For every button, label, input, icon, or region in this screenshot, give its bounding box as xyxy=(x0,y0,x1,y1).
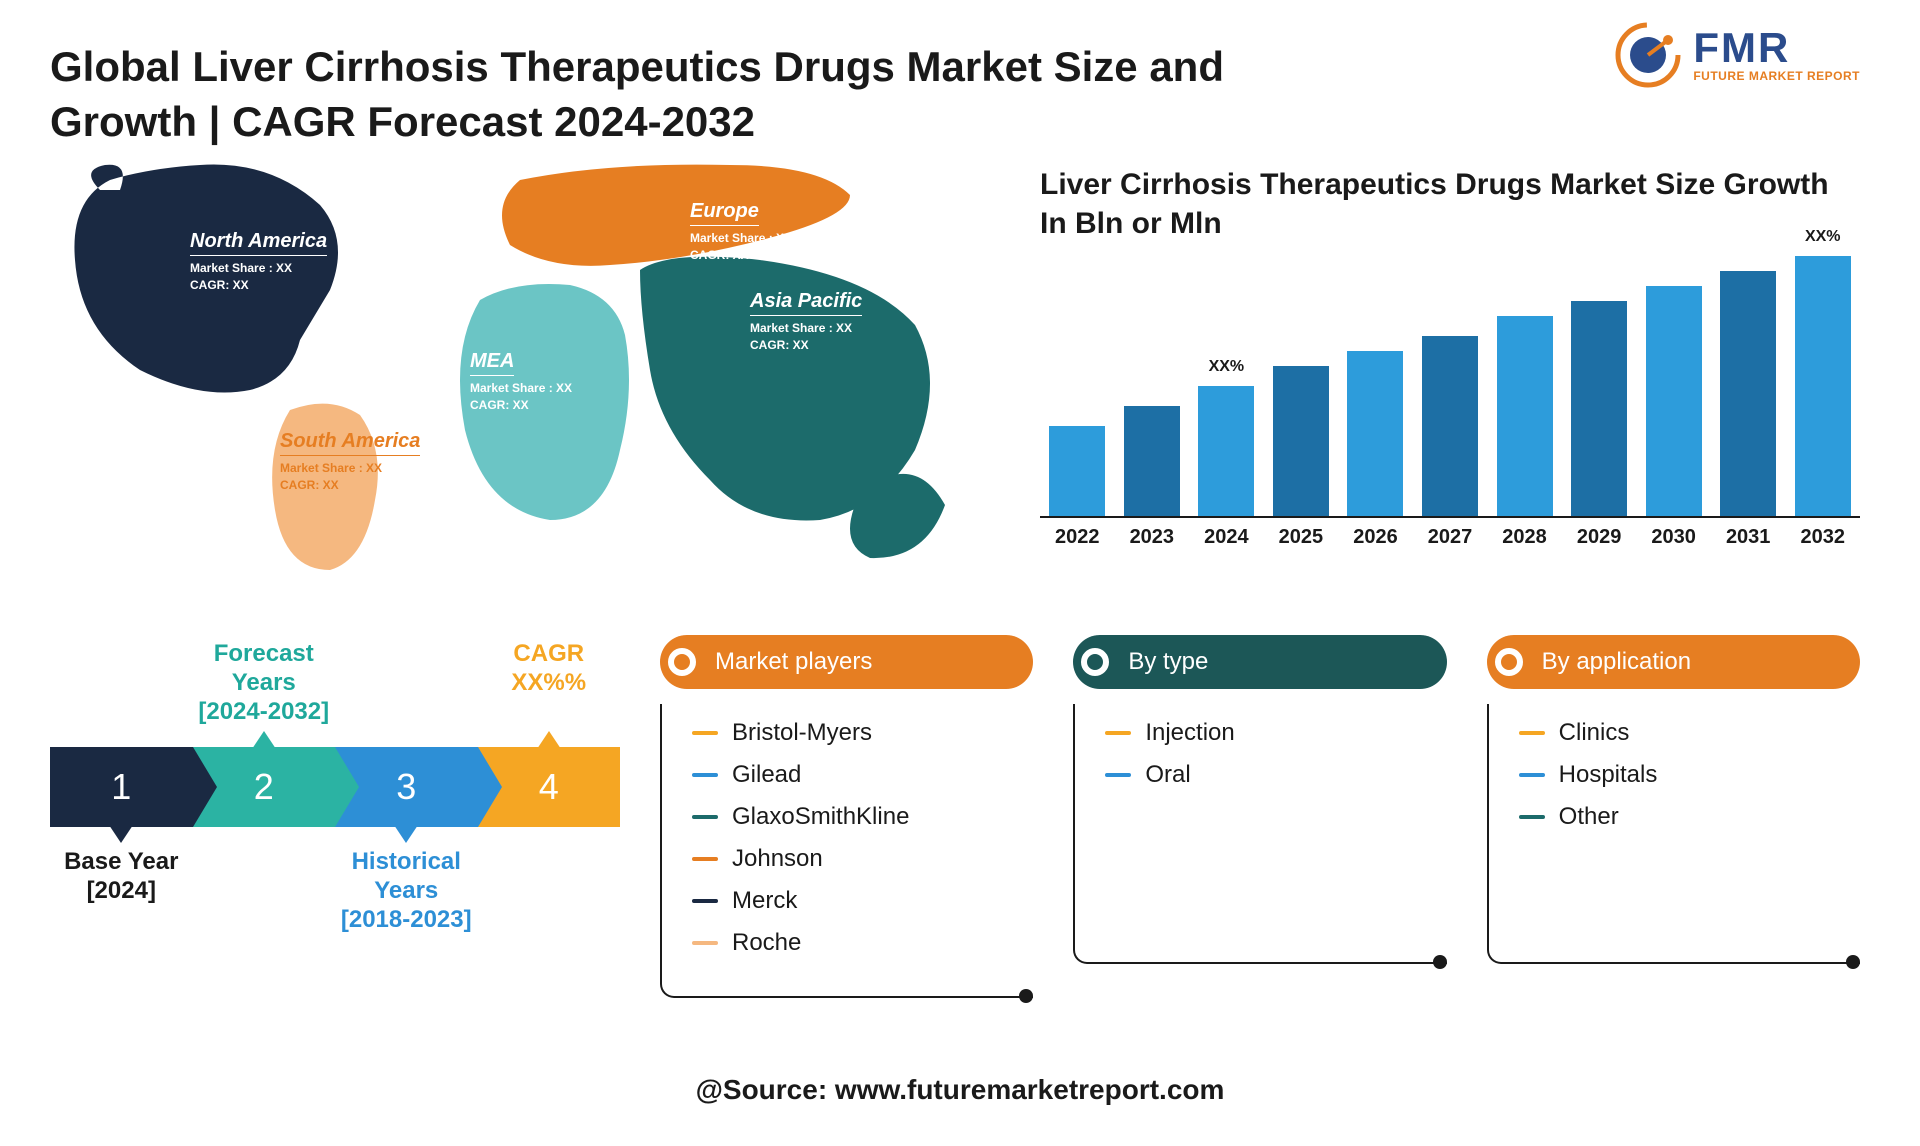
category-columns: Market players Bristol-Myers Gilead GlaxoSm… xyxy=(660,635,1860,998)
category-column: By type Injection Oral xyxy=(1073,635,1446,998)
list-item: Other xyxy=(1519,803,1840,831)
list-item: GlaxoSmithKline xyxy=(692,803,1013,831)
list-item: Merck xyxy=(692,887,1013,915)
base-year-label: Base Year [2024] xyxy=(50,848,193,934)
list-item: Injection xyxy=(1105,719,1426,747)
tick-icon xyxy=(692,815,718,819)
x-axis-label: 2029 xyxy=(1567,526,1632,549)
cagr-label: CAGR XX%% xyxy=(478,640,621,726)
category-list: Bristol-Myers Gilead GlaxoSmithKline Johnso… xyxy=(660,704,1033,998)
bar-annotation: XX% xyxy=(1209,358,1245,376)
chart-bar xyxy=(1720,271,1776,516)
chart-bar xyxy=(1422,336,1478,516)
list-item: Johnson xyxy=(692,845,1013,873)
list-item: Clinics xyxy=(1519,719,1840,747)
region-europe: Europe Market Share : XX CAGR: XX xyxy=(690,200,792,264)
list-item: Hospitals xyxy=(1519,761,1840,789)
chart-bar xyxy=(1497,316,1553,516)
tick-icon xyxy=(692,941,718,945)
list-item-label: Gilead xyxy=(732,761,801,789)
x-axis-label: 2027 xyxy=(1418,526,1483,549)
fmr-logo: FMR FUTURE MARKET REPORT xyxy=(1613,20,1860,90)
list-item-label: Johnson xyxy=(732,845,823,873)
x-axis-label: 2032 xyxy=(1790,526,1855,549)
list-item-label: Hospitals xyxy=(1559,761,1658,789)
x-axis-label: 2031 xyxy=(1716,526,1781,549)
list-item-label: Other xyxy=(1559,803,1619,831)
tick-icon xyxy=(1105,731,1131,735)
tick-icon xyxy=(1105,773,1131,777)
bar-chart-title: Liver Cirrhosis Therapeutics Drugs Marke… xyxy=(1040,165,1860,243)
list-item-label: Bristol-Myers xyxy=(732,719,872,747)
list-item: Roche xyxy=(692,929,1013,957)
list-item-label: Oral xyxy=(1145,761,1190,789)
tick-icon xyxy=(1519,731,1545,735)
source-attribution: @Source: www.futuremarketreport.com xyxy=(696,1074,1225,1106)
region-mea: MEA Market Share : XX CAGR: XX xyxy=(470,350,572,414)
chart-bar xyxy=(1198,386,1254,516)
list-item-label: Roche xyxy=(732,929,801,957)
triangle-down-icon xyxy=(109,825,133,843)
list-item-label: GlaxoSmithKline xyxy=(732,803,909,831)
chart-bar xyxy=(1571,301,1627,516)
tick-icon xyxy=(692,899,718,903)
bar-annotation: XX% xyxy=(1805,228,1841,246)
chart-bar xyxy=(1646,286,1702,516)
bar-chart-bars: XX%XX% xyxy=(1040,258,1860,518)
list-item: Oral xyxy=(1105,761,1426,789)
region-asia-pacific: Asia Pacific Market Share : XX CAGR: XX xyxy=(750,290,862,354)
category-column: Market players Bristol-Myers Gilead GlaxoSm… xyxy=(660,635,1033,998)
category-header: Market players xyxy=(660,635,1033,689)
chart-bar xyxy=(1273,366,1329,516)
category-header: By type xyxy=(1073,635,1446,689)
category-header: By application xyxy=(1487,635,1860,689)
category-column: By application Clinics Hospitals Other xyxy=(1487,635,1860,998)
tick-icon xyxy=(692,731,718,735)
chart-bar xyxy=(1795,256,1851,516)
tick-icon xyxy=(692,857,718,861)
x-axis-label: 2023 xyxy=(1120,526,1185,549)
world-map: North America Market Share : XX CAGR: XX… xyxy=(50,150,970,580)
triangle-down-icon xyxy=(394,825,418,843)
timeline-bar: 1 2 3 4 xyxy=(50,747,620,827)
tick-icon xyxy=(1519,815,1545,819)
logo-text-sub: FUTURE MARKET REPORT xyxy=(1693,69,1860,83)
tick-icon xyxy=(1519,773,1545,777)
x-axis-label: 2030 xyxy=(1641,526,1706,549)
list-item-label: Merck xyxy=(732,887,797,915)
category-list: Injection Oral xyxy=(1073,704,1446,964)
category-list: Clinics Hospitals Other xyxy=(1487,704,1860,964)
tick-icon xyxy=(692,773,718,777)
chart-bar xyxy=(1124,406,1180,516)
list-item-label: Injection xyxy=(1145,719,1234,747)
timeline-seg-1: 1 xyxy=(50,747,193,827)
x-axis-label: 2024 xyxy=(1194,526,1259,549)
list-item-label: Clinics xyxy=(1559,719,1630,747)
region-north-america: North America Market Share : XX CAGR: XX xyxy=(190,230,327,294)
market-bar-chart: Liver Cirrhosis Therapeutics Drugs Marke… xyxy=(1040,165,1860,565)
bar-chart-x-labels: 2022 2023 2024 2025 2026 2027 2028 2029 2030 2031… xyxy=(1040,526,1860,549)
list-item: Bristol-Myers xyxy=(692,719,1013,747)
historical-years-label: Historical Years [2018-2023] xyxy=(335,848,478,934)
forecast-years-label: Forecast Years [2024-2032] xyxy=(193,640,336,726)
x-axis-label: 2028 xyxy=(1492,526,1557,549)
chart-bar xyxy=(1049,426,1105,516)
logo-text-main: FMR xyxy=(1693,27,1860,69)
x-axis-label: 2022 xyxy=(1045,526,1110,549)
timeline-infographic: Forecast Years [2024-2032] CAGR XX%% 1 2… xyxy=(50,640,620,935)
x-axis-label: 2025 xyxy=(1269,526,1334,549)
chart-bar xyxy=(1347,351,1403,516)
page-title: Global Liver Cirrhosis Therapeutics Drug… xyxy=(50,40,1370,149)
list-item: Gilead xyxy=(692,761,1013,789)
region-south-america: South America Market Share : XX CAGR: XX xyxy=(280,430,420,494)
x-axis-label: 2026 xyxy=(1343,526,1408,549)
logo-icon xyxy=(1613,20,1683,90)
